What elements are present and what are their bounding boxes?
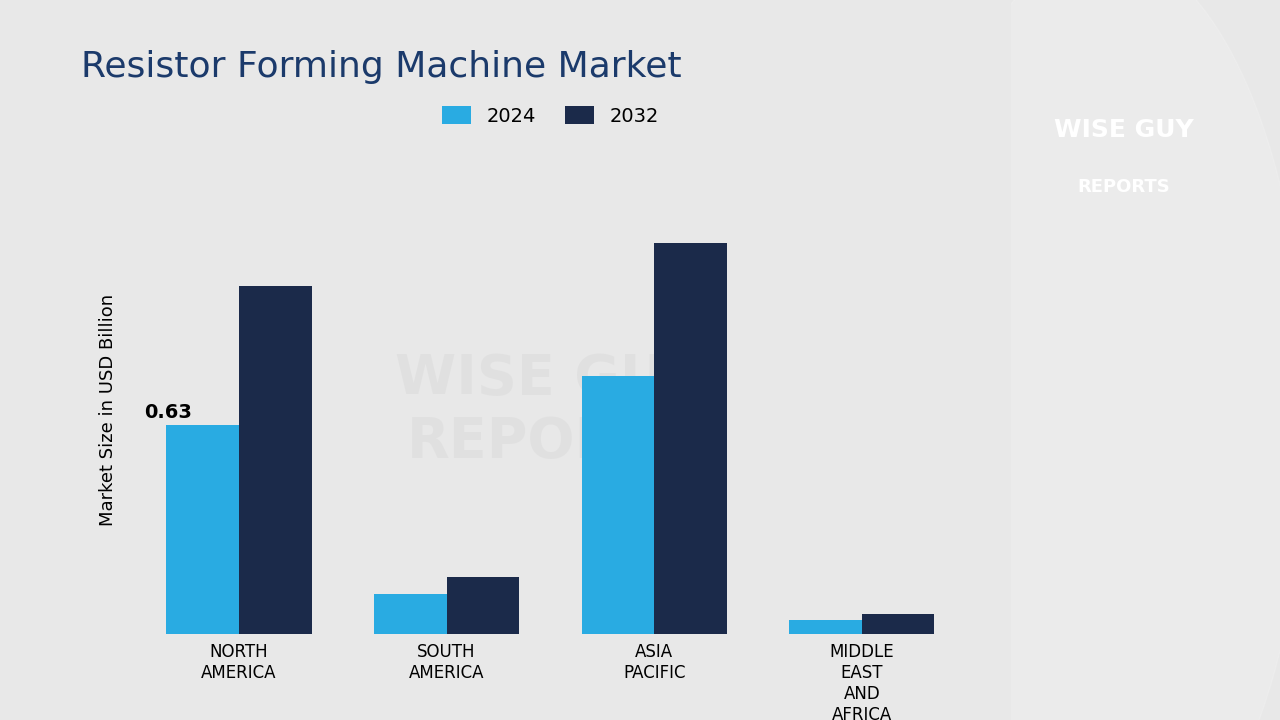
Text: WISE GUY: WISE GUY bbox=[1055, 117, 1194, 142]
Bar bbox=[654, 243, 727, 634]
Y-axis label: Market Size in USD Billion: Market Size in USD Billion bbox=[99, 294, 116, 526]
Ellipse shape bbox=[904, 0, 1280, 720]
Text: WISE GUY
REPORTS: WISE GUY REPORTS bbox=[396, 352, 705, 469]
Bar bbox=[239, 287, 312, 634]
Bar bbox=[166, 426, 239, 634]
Bar bbox=[581, 376, 654, 634]
Text: Resistor Forming Machine Market: Resistor Forming Machine Market bbox=[81, 50, 681, 84]
Legend: 2024, 2032: 2024, 2032 bbox=[434, 99, 667, 134]
Bar bbox=[374, 594, 447, 634]
Bar bbox=[788, 621, 861, 634]
Text: REPORTS: REPORTS bbox=[1078, 179, 1170, 197]
Text: 0.63: 0.63 bbox=[145, 403, 192, 422]
Bar bbox=[861, 613, 934, 634]
Bar bbox=[447, 577, 520, 634]
